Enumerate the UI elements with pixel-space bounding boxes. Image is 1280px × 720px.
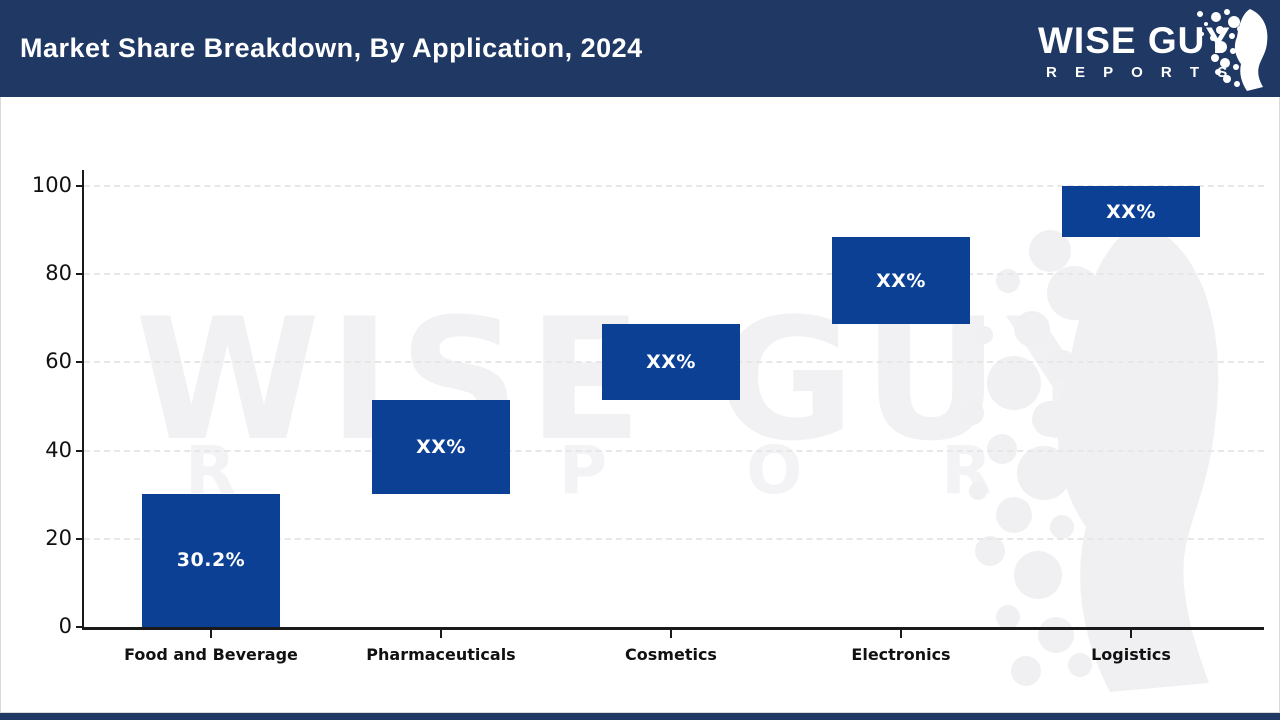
chart-plot-area: 0 20 40 60 80 100 30.2% XX% XX% XX% XX% Food and Be… bbox=[0, 97, 1280, 713]
y-axis-tick bbox=[76, 273, 84, 276]
x-axis-tick bbox=[1130, 630, 1132, 638]
x-axis-category-label: Food and Beverage bbox=[124, 645, 298, 664]
y-axis-line bbox=[82, 170, 84, 630]
bar-value-label: XX% bbox=[1106, 200, 1156, 223]
header-bar: Market Share Breakdown, By Application, … bbox=[0, 0, 1280, 97]
bar-value-label: XX% bbox=[416, 436, 466, 459]
gridline bbox=[84, 273, 1264, 276]
bar-value-label: 30.2% bbox=[176, 549, 246, 572]
x-axis-tick bbox=[440, 630, 442, 638]
y-axis-tick-label: 60 bbox=[45, 349, 72, 374]
bar-cosmetics: XX% bbox=[602, 324, 740, 401]
gridline bbox=[84, 449, 1264, 452]
x-axis-category-label: Logistics bbox=[1091, 645, 1171, 664]
y-axis-tick bbox=[76, 537, 84, 540]
bar-electronics: XX% bbox=[832, 237, 970, 325]
y-axis-tick-label: 80 bbox=[45, 261, 72, 286]
y-axis-tick-label: 100 bbox=[31, 173, 72, 197]
x-axis-category-label: Pharmaceuticals bbox=[366, 645, 516, 664]
y-axis-tick bbox=[76, 626, 84, 628]
x-axis-category-label: Electronics bbox=[851, 645, 951, 664]
x-axis-tick bbox=[210, 630, 212, 638]
watermark-head-icon bbox=[960, 221, 1219, 692]
gridline bbox=[84, 537, 1264, 540]
x-axis-tick bbox=[900, 630, 902, 638]
x-axis-category-label: Cosmetics bbox=[625, 645, 717, 664]
bar-pharmaceuticals: XX% bbox=[372, 400, 510, 494]
y-axis-tick-label: 0 bbox=[58, 614, 72, 638]
bar-logistics: XX% bbox=[1062, 186, 1200, 238]
bar-value-label: XX% bbox=[876, 269, 926, 292]
bar-food-and-beverage: 30.2% bbox=[142, 493, 280, 627]
page-title: Market Share Breakdown, By Application, … bbox=[20, 33, 643, 63]
logo-text-line1: WISE GUY bbox=[1038, 20, 1231, 61]
wise-guy-reports-logo: WISE GUY R E P O R T S bbox=[1038, 9, 1268, 91]
x-axis-tick bbox=[670, 630, 672, 638]
y-axis-tick bbox=[76, 449, 84, 452]
bar-value-label: XX% bbox=[646, 351, 696, 374]
y-axis-tick-label: 40 bbox=[45, 437, 72, 462]
y-axis-tick-label: 20 bbox=[45, 525, 72, 550]
y-axis-tick bbox=[76, 361, 84, 364]
x-axis-line bbox=[82, 627, 1264, 630]
y-axis-tick bbox=[76, 185, 84, 187]
footer-bar bbox=[0, 713, 1280, 720]
logo-text-line2: R E P O R T S bbox=[1046, 64, 1234, 81]
gridline bbox=[84, 185, 1264, 187]
